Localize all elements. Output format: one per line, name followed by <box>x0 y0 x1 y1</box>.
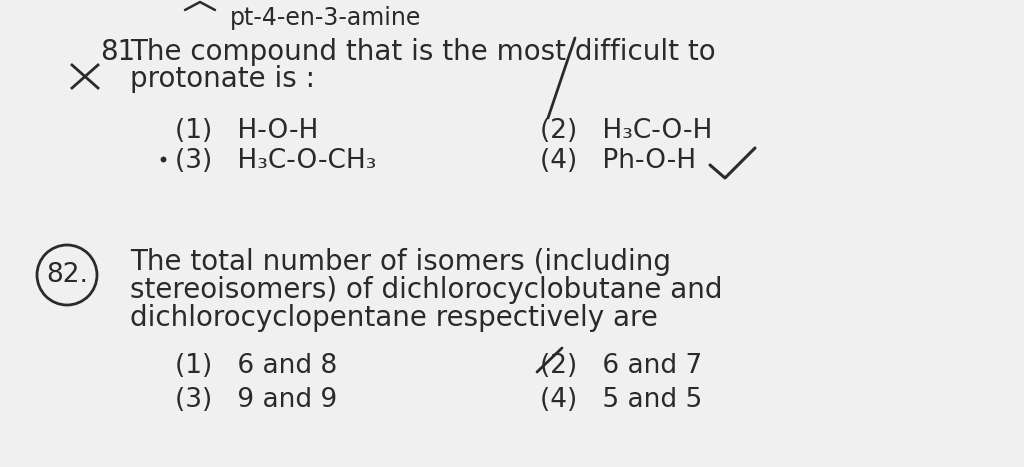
Text: The compound that is the most difficult to: The compound that is the most difficult … <box>130 38 716 66</box>
Text: (2)   H₃C-O-H: (2) H₃C-O-H <box>540 118 713 144</box>
Text: (1)   6 and 8: (1) 6 and 8 <box>175 353 337 379</box>
Text: stereoisomers) of dichlorocyclobutane and: stereoisomers) of dichlorocyclobutane an… <box>130 276 723 304</box>
Text: 81.: 81. <box>100 38 144 66</box>
Text: The total number of isomers (including: The total number of isomers (including <box>130 248 671 276</box>
Text: (1)   H-O-H: (1) H-O-H <box>175 118 318 144</box>
Text: pt-4-en-3-amine: pt-4-en-3-amine <box>230 6 421 30</box>
Text: (4)   5 and 5: (4) 5 and 5 <box>540 387 702 413</box>
Text: (3)   9 and 9: (3) 9 and 9 <box>175 387 337 413</box>
Text: 82.: 82. <box>46 262 88 288</box>
Text: (2)   6 and 7: (2) 6 and 7 <box>540 353 702 379</box>
Text: dichlorocyclopentane respectively are: dichlorocyclopentane respectively are <box>130 304 657 332</box>
Text: (3)   H₃C-O-CH₃: (3) H₃C-O-CH₃ <box>175 148 377 174</box>
Text: protonate is :: protonate is : <box>130 65 315 93</box>
Text: (4)   Ph-O-H: (4) Ph-O-H <box>540 148 696 174</box>
